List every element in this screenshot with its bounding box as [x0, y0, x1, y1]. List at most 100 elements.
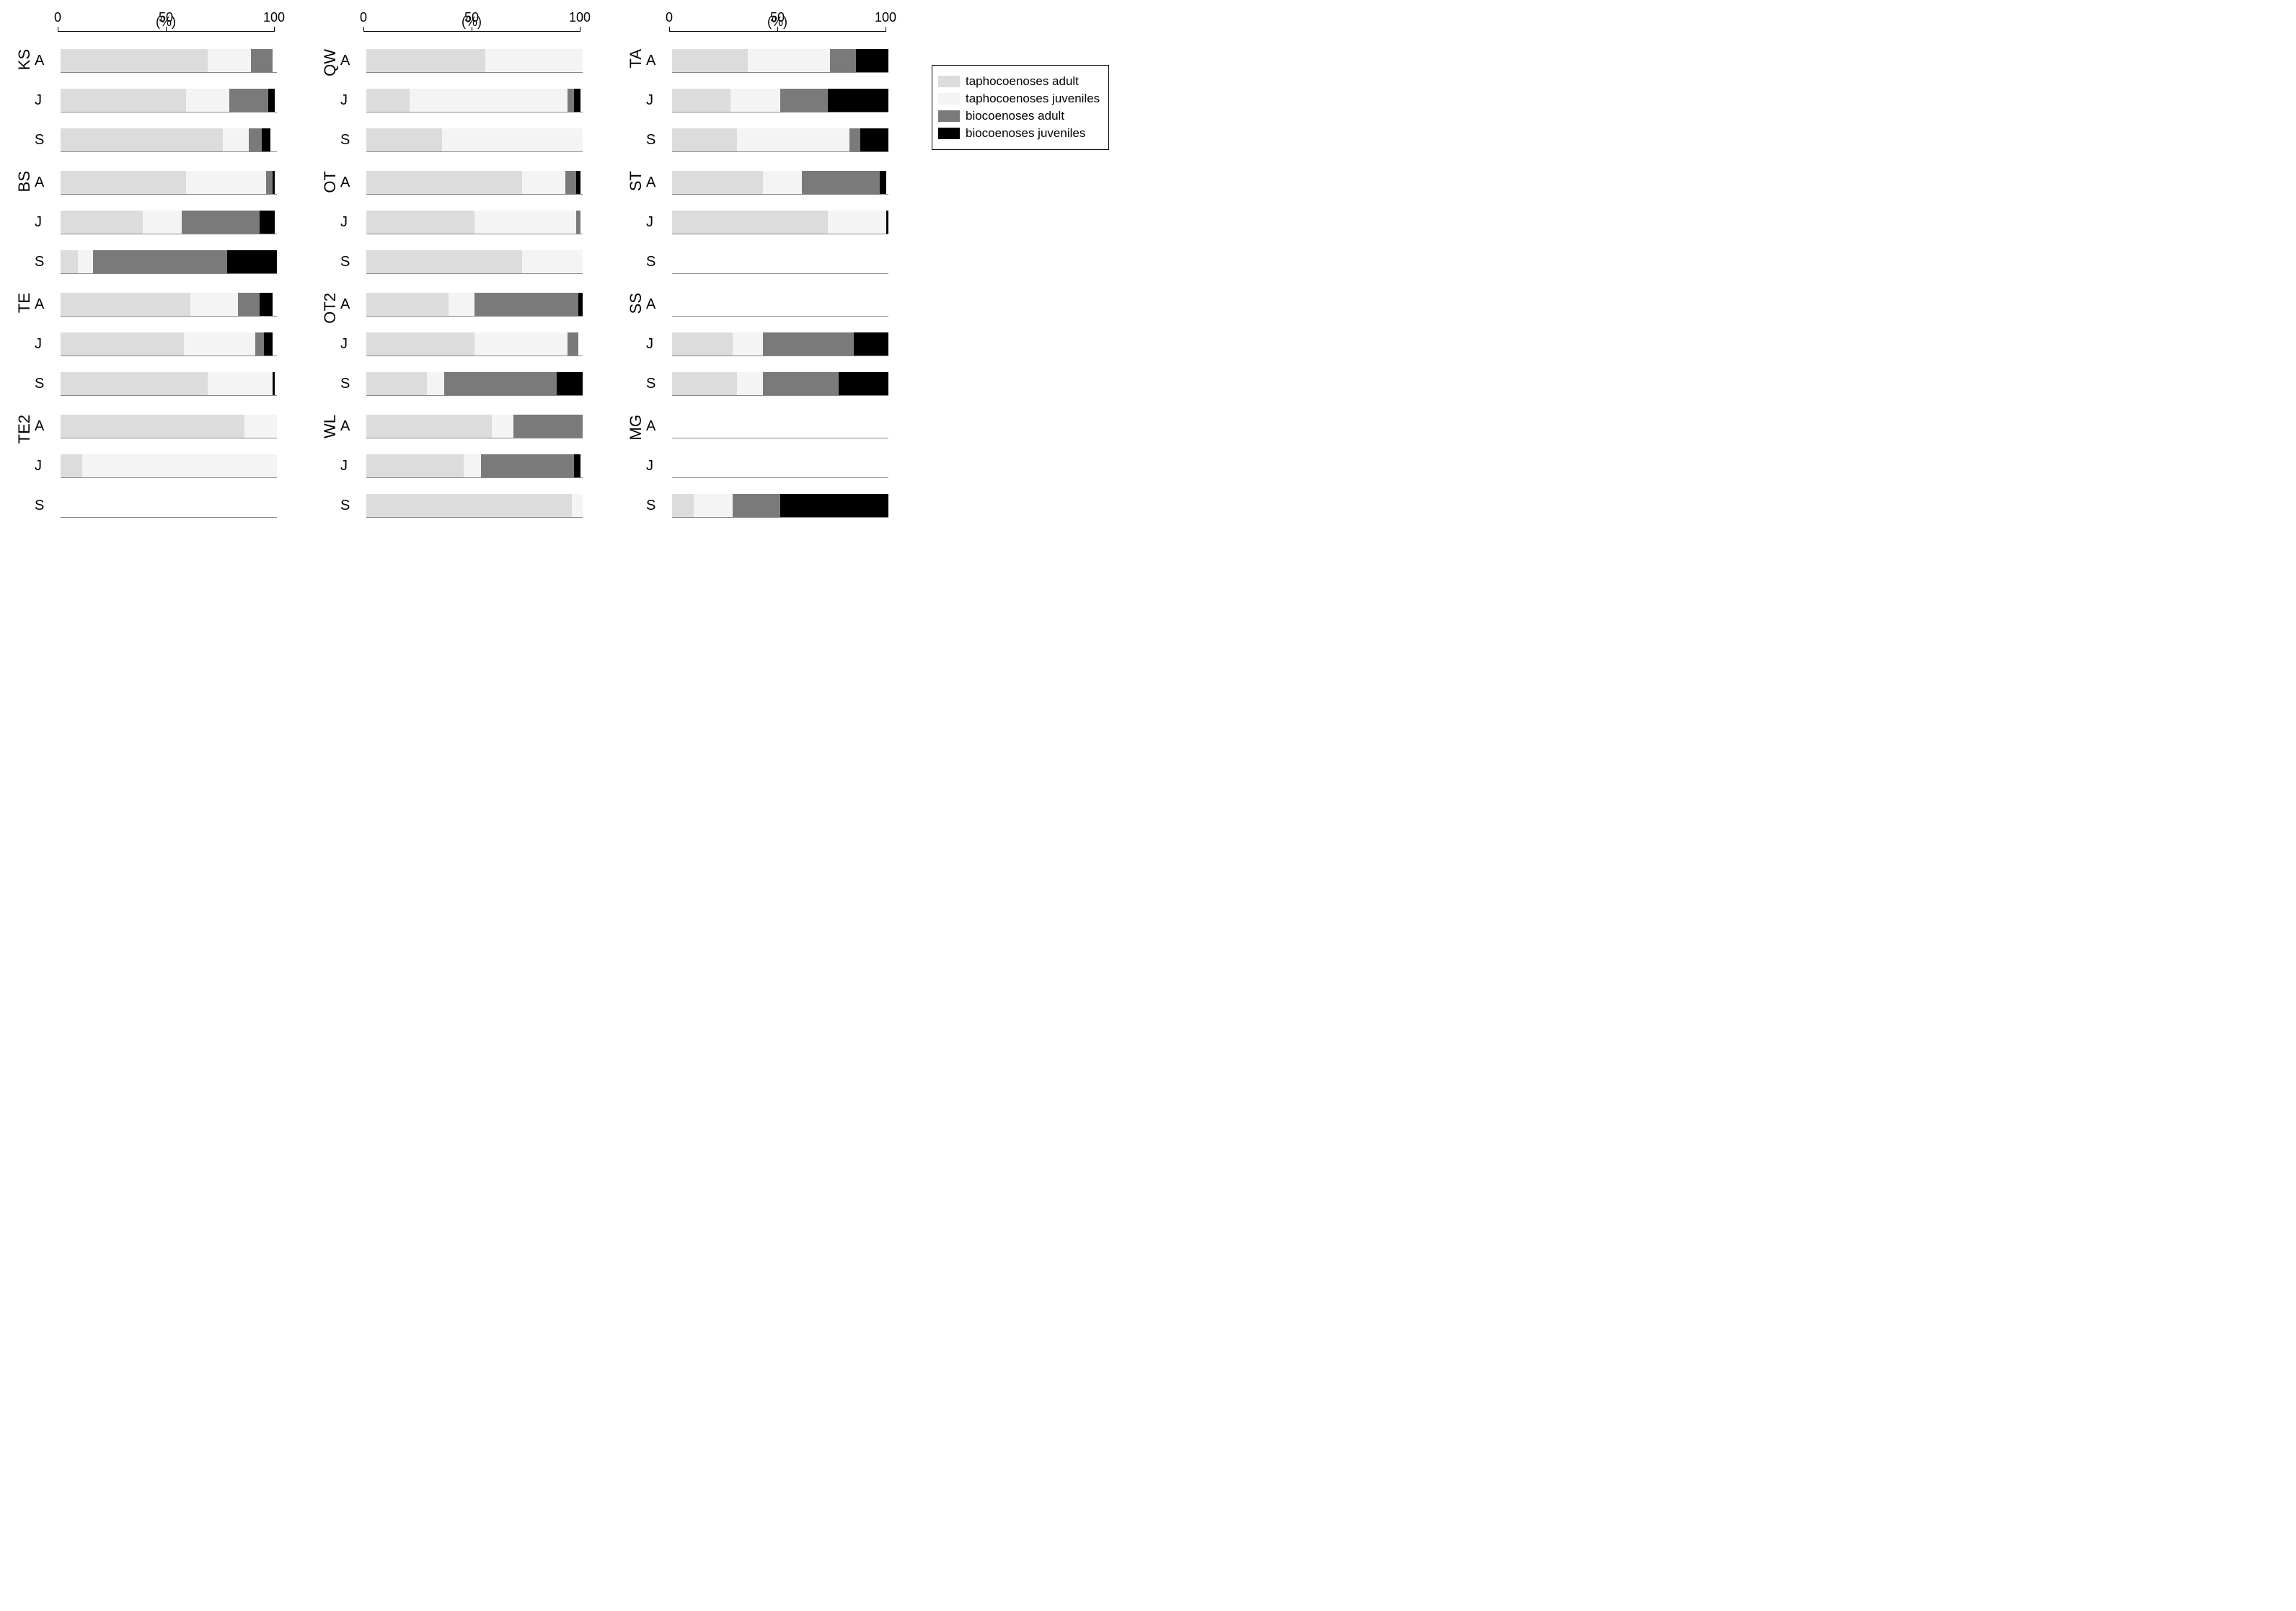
group-label: OT2 — [320, 293, 340, 327]
bar-segment-biocoenoses_adult — [255, 332, 264, 356]
bar-segment-biocoenoses_adult — [266, 171, 273, 194]
panel-TA: TAAJS — [626, 49, 888, 152]
row: A — [35, 415, 277, 438]
stacked-bar-figure: (%)050100KSAJSBSAJSTEAJSTE2AJS(%)050100Q… — [0, 0, 2296, 532]
row: S — [35, 494, 277, 518]
rows: AJS — [646, 49, 888, 152]
group-label-text: TE2 — [15, 415, 34, 446]
bar-segment-biocoenoses_juveniles — [860, 128, 888, 151]
panel-OT: OTAJS — [320, 171, 583, 274]
bar-segment-taphocoenoses_juveniles — [184, 332, 255, 356]
bar — [61, 171, 277, 195]
row: A — [340, 415, 583, 438]
bar-segment-biocoenoses_adult — [251, 49, 273, 72]
bar-segment-biocoenoses_juveniles — [828, 89, 888, 112]
bar-segment-biocoenoses_juveniles — [576, 171, 580, 194]
bar-segment-taphocoenoses_adult — [672, 49, 748, 72]
row: J — [646, 211, 888, 234]
row: S — [646, 128, 888, 152]
bar-segment-biocoenoses_juveniles — [227, 250, 277, 273]
group-label-text: KS — [15, 49, 34, 73]
bar-segment-biocoenoses_adult — [568, 89, 574, 112]
axis-tick-label: 0 — [666, 10, 673, 25]
axis-tick-label: 0 — [54, 10, 61, 25]
bar — [366, 49, 583, 73]
bar — [672, 293, 888, 317]
row-label: S — [340, 132, 366, 149]
row-label: A — [35, 53, 61, 69]
group-label: ST — [626, 171, 646, 194]
row: A — [646, 49, 888, 73]
bar-segment-biocoenoses_adult — [576, 211, 580, 234]
panel-WL: WLAJS — [320, 415, 583, 518]
bar-segment-taphocoenoses_juveniles — [449, 293, 474, 316]
bar — [61, 415, 277, 438]
bar-segment-taphocoenoses_adult — [61, 454, 82, 477]
bar-segment-biocoenoses_adult — [182, 211, 260, 234]
bar-segment-biocoenoses_adult — [229, 89, 268, 112]
bar-segment-biocoenoses_adult — [733, 494, 780, 517]
bar — [61, 49, 277, 73]
group-label-text: TA — [627, 49, 645, 71]
axis-tick-label: 100 — [875, 10, 896, 25]
row-label: J — [35, 92, 61, 109]
row-label: A — [646, 418, 672, 435]
bar-segment-taphocoenoses_juveniles — [474, 332, 568, 356]
bar — [366, 250, 583, 274]
bar-segment-taphocoenoses_adult — [61, 171, 186, 194]
bar — [366, 171, 583, 195]
row-label: J — [340, 336, 366, 353]
row: J — [340, 89, 583, 112]
group-label-text: WL — [321, 415, 340, 441]
panel-TE: TEAJS — [14, 293, 277, 396]
bar-segment-taphocoenoses_juveniles — [522, 171, 565, 194]
legend: taphocoenoses adult taphocoenoses juvenil… — [932, 65, 1109, 150]
bar-segment-biocoenoses_adult — [238, 293, 260, 316]
bar-segment-taphocoenoses_juveniles — [442, 128, 583, 151]
row-label: S — [646, 254, 672, 270]
chart-column: (%)050100KSAJSBSAJSTEAJSTE2AJS — [14, 14, 277, 518]
bar-segment-biocoenoses_adult — [802, 171, 880, 194]
row-label: J — [340, 92, 366, 109]
bar-segment-taphocoenoses_juveniles — [737, 372, 763, 395]
bar — [672, 494, 888, 518]
bar-segment-biocoenoses_juveniles — [264, 332, 273, 356]
group-label-text: OT2 — [321, 293, 340, 327]
bar-segment-taphocoenoses_juveniles — [186, 171, 266, 194]
row-label: S — [340, 376, 366, 392]
legend-item: taphocoenoses juveniles — [938, 92, 1100, 106]
bar — [672, 332, 888, 356]
rows: AJS — [340, 293, 583, 396]
bar — [61, 293, 277, 317]
legend-label: taphocoenoses adult — [966, 74, 1079, 89]
bar — [672, 454, 888, 478]
bar — [672, 415, 888, 438]
group-label-text: ST — [627, 171, 645, 194]
bar-segment-taphocoenoses_adult — [672, 128, 737, 151]
row-label: A — [35, 175, 61, 191]
bar-segment-taphocoenoses_adult — [61, 250, 78, 273]
row: S — [340, 372, 583, 396]
group-label: BS — [14, 171, 35, 195]
row-label: A — [35, 418, 61, 435]
bar — [61, 211, 277, 234]
rows: AJS — [340, 415, 583, 518]
group-label: OT — [320, 171, 340, 196]
bar-segment-taphocoenoses_adult — [366, 494, 572, 517]
legend-item: taphocoenoses adult — [938, 74, 1100, 89]
axis-line: 050100 — [58, 31, 274, 45]
group-label: SS — [626, 293, 646, 317]
bar-segment-taphocoenoses_juveniles — [78, 250, 93, 273]
chart-columns: (%)050100KSAJSBSAJSTEAJSTE2AJS(%)050100Q… — [14, 14, 2282, 518]
bar — [61, 454, 277, 478]
bar — [366, 211, 583, 234]
row: J — [340, 332, 583, 356]
panel-OT2: OT2AJS — [320, 293, 583, 396]
row-label: A — [646, 296, 672, 313]
bar — [366, 128, 583, 152]
axis-tick-label: 100 — [263, 10, 285, 25]
bar-segment-taphocoenoses_juveniles — [748, 49, 830, 72]
axis: (%)050100 — [58, 14, 277, 45]
bar-segment-taphocoenoses_adult — [366, 415, 492, 438]
bar-segment-biocoenoses_adult — [849, 128, 860, 151]
